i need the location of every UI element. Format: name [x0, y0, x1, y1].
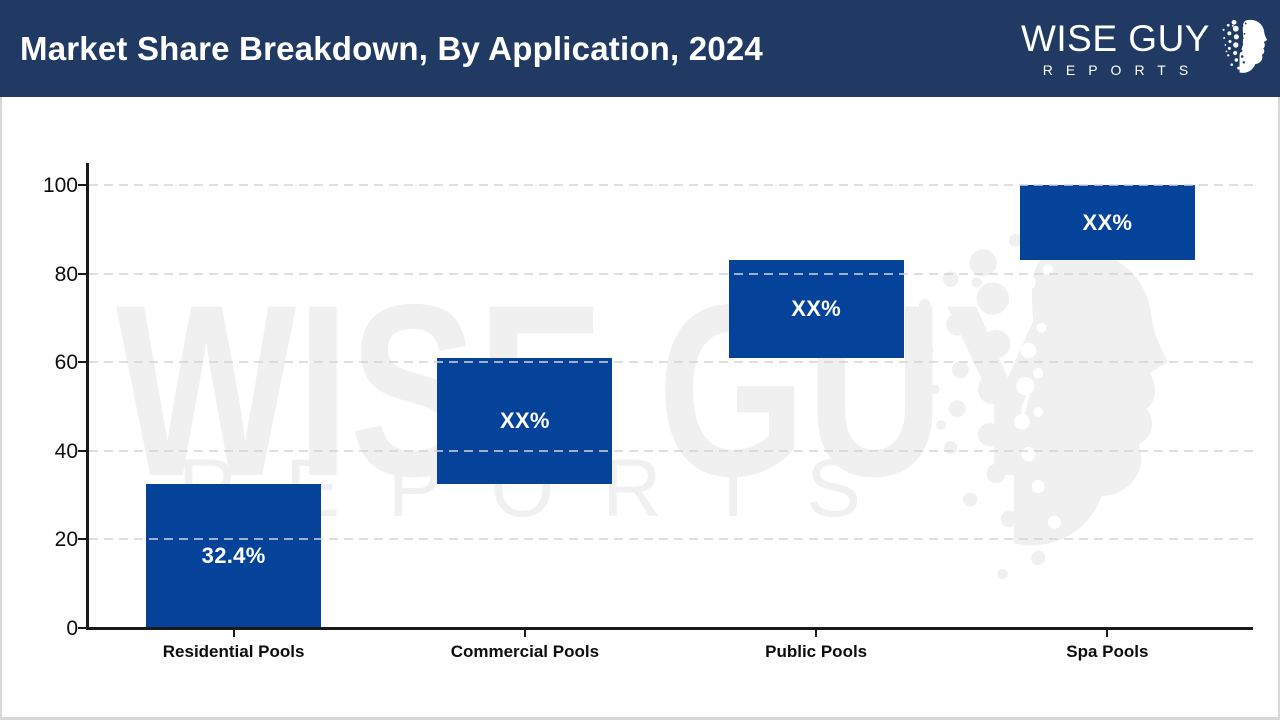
y-tick-label-0: 0: [66, 617, 78, 640]
canvas-left-border: [0, 97, 2, 720]
y-tickmark-60: [78, 361, 87, 364]
x-tickmark-public-pools: [815, 629, 818, 637]
bar-public-pools: XX%: [728, 260, 904, 358]
logo-subtext: REPORTS: [1042, 62, 1202, 78]
y-tick-label-100: 100: [42, 174, 78, 197]
logo-head-icon: [1222, 19, 1268, 73]
x-tick-label-public-pools: Public Pools: [765, 642, 868, 661]
gridline-80: [89, 272, 1254, 275]
bar-value-label: XX%: [499, 408, 550, 434]
x-tickmark-residential-pools: [232, 629, 235, 637]
brand-logo-text: WISE GUY REPORTS: [1021, 20, 1210, 78]
y-tickmark-40: [78, 449, 87, 452]
y-tick-label-20: 20: [54, 528, 78, 552]
gridline-40: [89, 449, 1254, 452]
bar-spa-pools: XX%: [1019, 185, 1195, 261]
y-tickmark-100: [78, 184, 87, 186]
x-tick-label-residential-pools: Residential Pools: [162, 642, 305, 661]
x-tickmark-commercial-pools: [523, 629, 526, 637]
x-tick-label-spa-pools: Spa Pools: [1066, 642, 1149, 661]
y-tickmark-80: [78, 272, 87, 275]
logo-wordmark: WISE GUY: [1020, 18, 1210, 59]
bar-value-label: XX%: [791, 296, 842, 322]
x-tickmark-spa-pools: [1106, 629, 1109, 637]
y-tick-label-40: 40: [54, 439, 78, 463]
x-tick-label-commercial-pools: Commercial Pools: [450, 642, 600, 661]
y-tickmark-0: [78, 627, 87, 629]
brand-logo: WISE GUY REPORTS: [1021, 5, 1270, 93]
bar-value-label: XX%: [1082, 209, 1133, 235]
bar-residential-pools: 32.4%: [146, 484, 322, 628]
canvas-right-border: [1278, 97, 1280, 720]
bar-commercial-pools: XX%: [437, 357, 613, 485]
header-bar: Market Share Breakdown, By Application, …: [0, 0, 1280, 97]
bar-value-label: 32.4%: [201, 543, 266, 569]
gridline-100: [89, 184, 1254, 186]
page-title: Market Share Breakdown, By Application, …: [20, 29, 763, 67]
y-tickmark-20: [78, 538, 87, 541]
canvas-bottom-border: [0, 717, 1280, 720]
y-tick-label-80: 80: [54, 262, 78, 286]
gridline-20: [89, 538, 1254, 541]
gridline-60: [89, 361, 1254, 364]
y-axis-line: [86, 163, 89, 630]
x-axis-line: [86, 627, 1253, 630]
y-tick-label-60: 60: [54, 351, 78, 375]
